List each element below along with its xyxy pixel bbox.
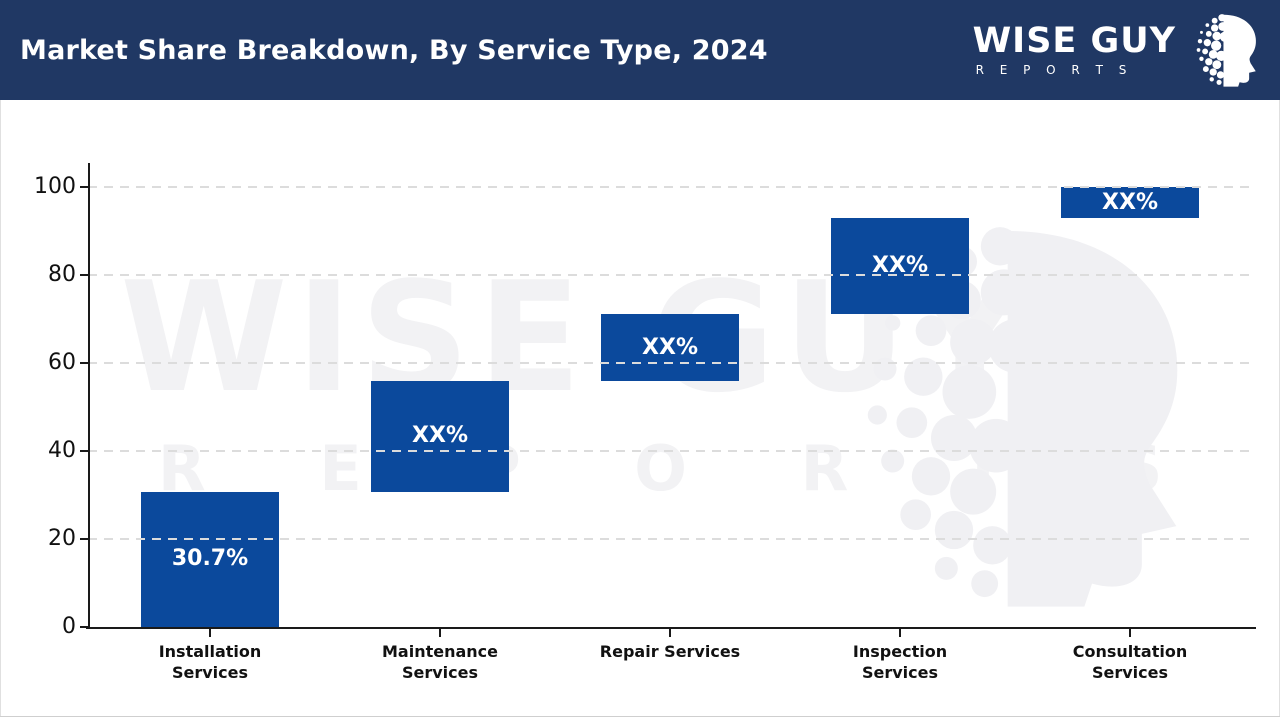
y-axis-spine (88, 163, 90, 629)
y-tick-mark (80, 538, 88, 540)
bar-value-label: XX% (642, 334, 698, 360)
brand-name-text: WISE GUY (972, 20, 1176, 61)
y-tick-label: 100 (34, 174, 76, 199)
page-left-rule (0, 100, 1, 716)
x-category-label: Maintenance Services (381, 642, 498, 682)
x-axis-line (86, 627, 1256, 629)
x-tick-mark (439, 629, 441, 637)
x-tick-mark (209, 629, 211, 637)
x-category-label: Consultation Services (1072, 642, 1188, 682)
y-tick-label: 40 (48, 438, 76, 463)
y-tick-label: 20 (48, 526, 76, 551)
dotted-head-icon (1196, 14, 1256, 87)
y-tick-label: 80 (48, 262, 76, 287)
bar: XX% (371, 381, 509, 492)
bar-value-label: XX% (872, 253, 928, 279)
y-tick-label: 60 (48, 350, 76, 375)
page-bottom-rule (0, 716, 1280, 717)
y-gridline (88, 450, 1256, 452)
x-tick-mark (1129, 629, 1131, 637)
y-tick-mark (80, 450, 88, 452)
bar: XX% (601, 314, 739, 382)
header-bar: Market Share Breakdown, By Service Type,… (0, 0, 1280, 100)
bar-value-label: 30.7% (171, 546, 249, 572)
y-tick-label: 0 (62, 614, 76, 639)
bar-value-label: XX% (412, 423, 468, 449)
y-gridline (88, 274, 1256, 276)
brand-logo: WISE GUY R E P O R T S (973, 0, 1266, 100)
x-category-label: Inspection Services (852, 642, 948, 682)
x-tick-mark (899, 629, 901, 637)
y-tick-mark (80, 626, 88, 628)
x-category-label: Installation Services (158, 642, 262, 682)
y-tick-mark (80, 362, 88, 364)
brand-wordmark: WISE GUY R E P O R T S (972, 20, 1176, 77)
y-gridline (88, 186, 1256, 188)
brand-reports-text: R E P O R T S (975, 62, 1133, 77)
chart-title: Market Share Breakdown, By Service Type,… (20, 34, 768, 66)
x-category-label: Repair Services (599, 642, 741, 661)
y-tick-mark (80, 274, 88, 276)
x-tick-mark (669, 629, 671, 637)
bar: 30.7% (141, 491, 279, 627)
y-gridline (88, 538, 1256, 540)
bar: XX% (831, 218, 969, 315)
y-tick-mark (80, 186, 88, 188)
bar-value-label: XX% (1102, 189, 1158, 215)
bar: XX% (1061, 187, 1199, 219)
y-gridline (88, 362, 1256, 364)
